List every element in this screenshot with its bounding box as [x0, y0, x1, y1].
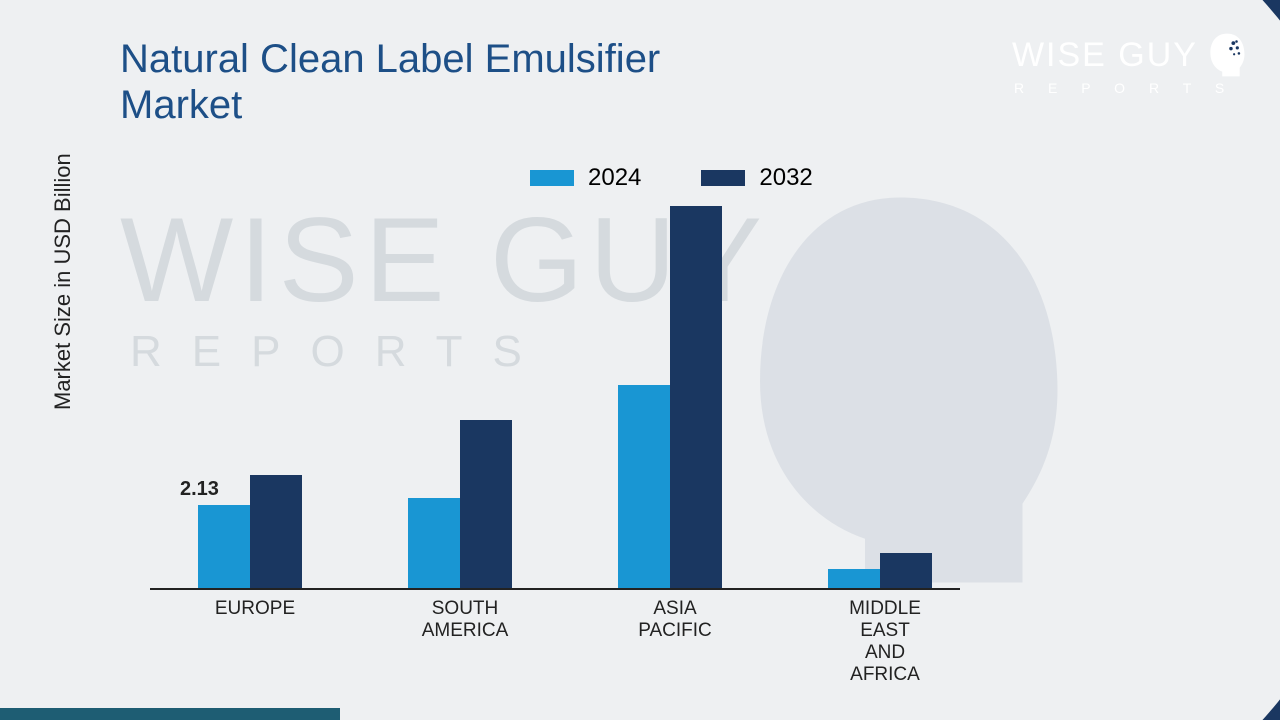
legend-label-2024: 2024: [588, 164, 641, 192]
bar-2032-asia_pacific: [670, 206, 722, 588]
bar-2032-south_america: [460, 420, 512, 588]
bar-chart: Market Size in USD Billion 2024 2032 2.1…: [60, 150, 960, 670]
bar-2024-europe: [198, 505, 250, 588]
logo-head-icon: [1204, 32, 1250, 78]
category-label-south_america: SOUTHAMERICA: [390, 590, 540, 642]
category-label-mea: MIDDLEEASTANDAFRICA: [810, 590, 960, 685]
bar-2024-south_america: [408, 498, 460, 588]
category-label-europe: EUROPE: [180, 590, 330, 620]
bar-2024-mea: [828, 569, 880, 589]
legend-swatch-2032: [701, 170, 745, 186]
bar-2024-asia_pacific: [618, 385, 670, 588]
legend-item-2024: 2024: [530, 164, 641, 192]
legend-label-2032: 2032: [759, 164, 812, 192]
bar-value-label: 2.13: [180, 478, 219, 501]
page: WISE GUY R E P O R T S WISE GUY REPORTS …: [0, 0, 1280, 720]
page-title: Natural Clean Label Emulsifier Market: [120, 36, 740, 128]
logo-text-main: WISE GUY: [1012, 36, 1198, 75]
bar-2032-mea: [880, 553, 932, 588]
logo-text-sub: R E P O R T S: [1012, 80, 1250, 96]
bottom-accent-bar: [0, 708, 340, 720]
bar-2032-europe: [250, 475, 302, 588]
plot-area: 2.13EUROPESOUTHAMERICAASIAPACIFICMIDDLEE…: [150, 200, 960, 590]
y-axis-label: Market Size in USD Billion: [50, 153, 76, 410]
legend-swatch-2024: [530, 170, 574, 186]
legend: 2024 2032: [530, 164, 813, 192]
brand-logo: WISE GUY R E P O R T S: [1012, 32, 1250, 96]
legend-item-2032: 2032: [701, 164, 812, 192]
category-label-asia_pacific: ASIAPACIFIC: [600, 590, 750, 642]
